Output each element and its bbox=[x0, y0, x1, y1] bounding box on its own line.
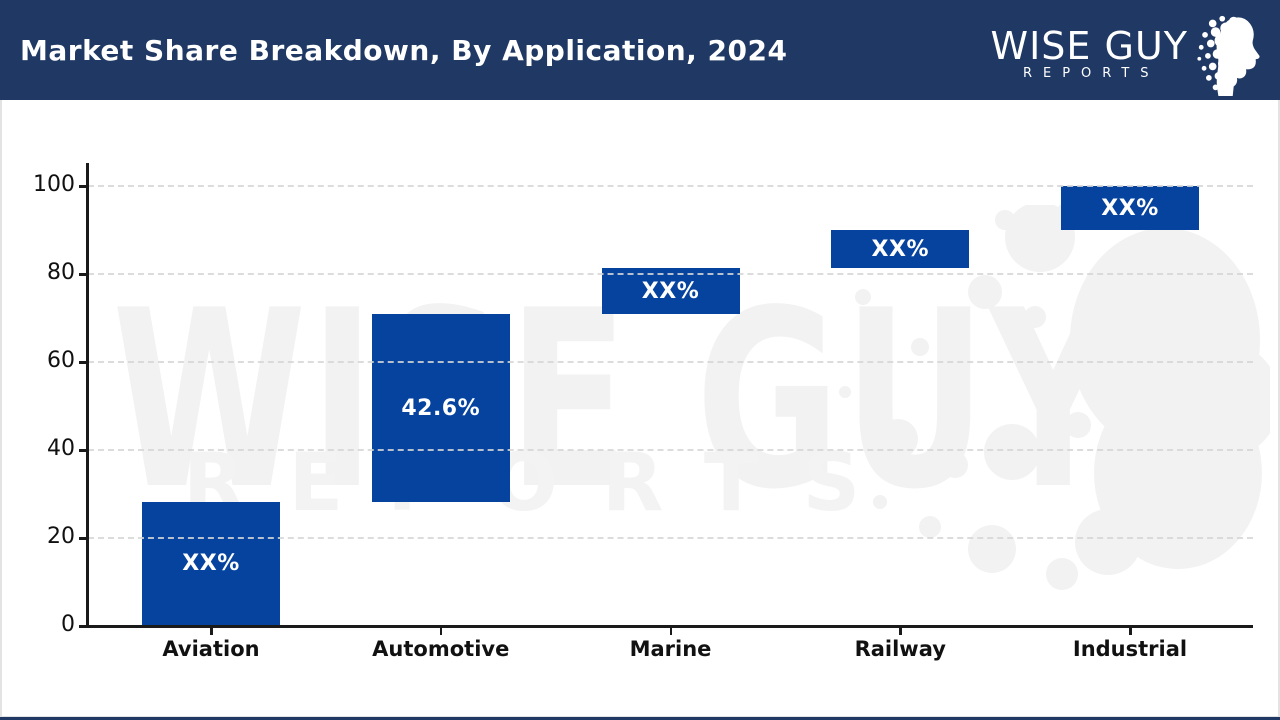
x-axis-tick bbox=[439, 627, 443, 635]
x-axis-category-label: Industrial bbox=[1072, 637, 1188, 661]
x-axis-category-label: Aviation bbox=[162, 637, 260, 661]
x-axis-category-label: Automotive bbox=[372, 637, 510, 661]
brand-name: WISE GUY bbox=[990, 23, 1188, 68]
watermark-head-icon bbox=[839, 205, 1270, 590]
bar-value-label: XX% bbox=[871, 236, 929, 262]
brand-head-icon bbox=[1197, 15, 1260, 96]
y-axis-tick-label: 60 bbox=[47, 348, 75, 373]
watermark-text: WISE GUY bbox=[112, 258, 1120, 543]
frame-border-left bbox=[0, 100, 2, 716]
y-axis-tick-label: 100 bbox=[33, 172, 75, 197]
bar-aviation: XX% bbox=[142, 501, 280, 626]
gridline bbox=[88, 449, 1253, 451]
y-axis-tick-label: 40 bbox=[47, 436, 75, 461]
page-title: Market Share Breakdown, By Application, … bbox=[20, 33, 788, 67]
y-axis-tick bbox=[79, 625, 87, 628]
y-axis-tick bbox=[79, 537, 87, 540]
frame-border-bottom bbox=[0, 716, 1280, 717]
y-axis-tick bbox=[79, 449, 87, 452]
gridline bbox=[88, 185, 1253, 187]
brand-subtitle: REPORTS bbox=[1022, 66, 1160, 82]
bar-industrial: XX% bbox=[1061, 186, 1199, 230]
y-axis-tick bbox=[79, 273, 87, 276]
x-axis-tick bbox=[1129, 627, 1132, 635]
gridline bbox=[88, 361, 1253, 363]
bar-value-label: 42.6% bbox=[401, 395, 481, 421]
gridline bbox=[88, 273, 1253, 275]
bar-value-label: XX% bbox=[182, 551, 240, 577]
y-axis-tick bbox=[79, 185, 87, 188]
frame-border-right bbox=[1278, 100, 1280, 716]
footer-bar bbox=[0, 717, 1280, 720]
x-axis-tick bbox=[899, 627, 902, 635]
header: Market Share Breakdown, By Application, … bbox=[0, 0, 1280, 100]
y-axis-tick-label: 0 bbox=[61, 612, 75, 637]
bar-value-label: XX% bbox=[1101, 195, 1159, 221]
y-axis-line bbox=[86, 163, 89, 628]
brand-logo: WISE GUY REPORTS bbox=[991, 12, 1264, 96]
watermark-subtext: REPORTS bbox=[183, 436, 905, 529]
bar-railway: XX% bbox=[831, 230, 970, 269]
y-axis-tick bbox=[79, 361, 87, 364]
bar-automotive: 42.6% bbox=[371, 314, 510, 502]
bar-marine: XX% bbox=[601, 268, 740, 315]
x-axis-line bbox=[86, 625, 1253, 628]
gridline bbox=[88, 537, 1253, 539]
brand-logo-text: WISE GUY REPORTS bbox=[990, 23, 1188, 82]
bar-value-label: XX% bbox=[641, 278, 700, 304]
y-axis-tick-label: 80 bbox=[47, 260, 75, 285]
x-axis-category-label: Marine bbox=[629, 637, 712, 661]
x-axis-tick bbox=[669, 627, 672, 635]
y-axis-tick-label: 20 bbox=[47, 524, 75, 549]
x-axis-tick bbox=[210, 627, 213, 635]
x-axis-category-label: Railway bbox=[854, 637, 946, 661]
